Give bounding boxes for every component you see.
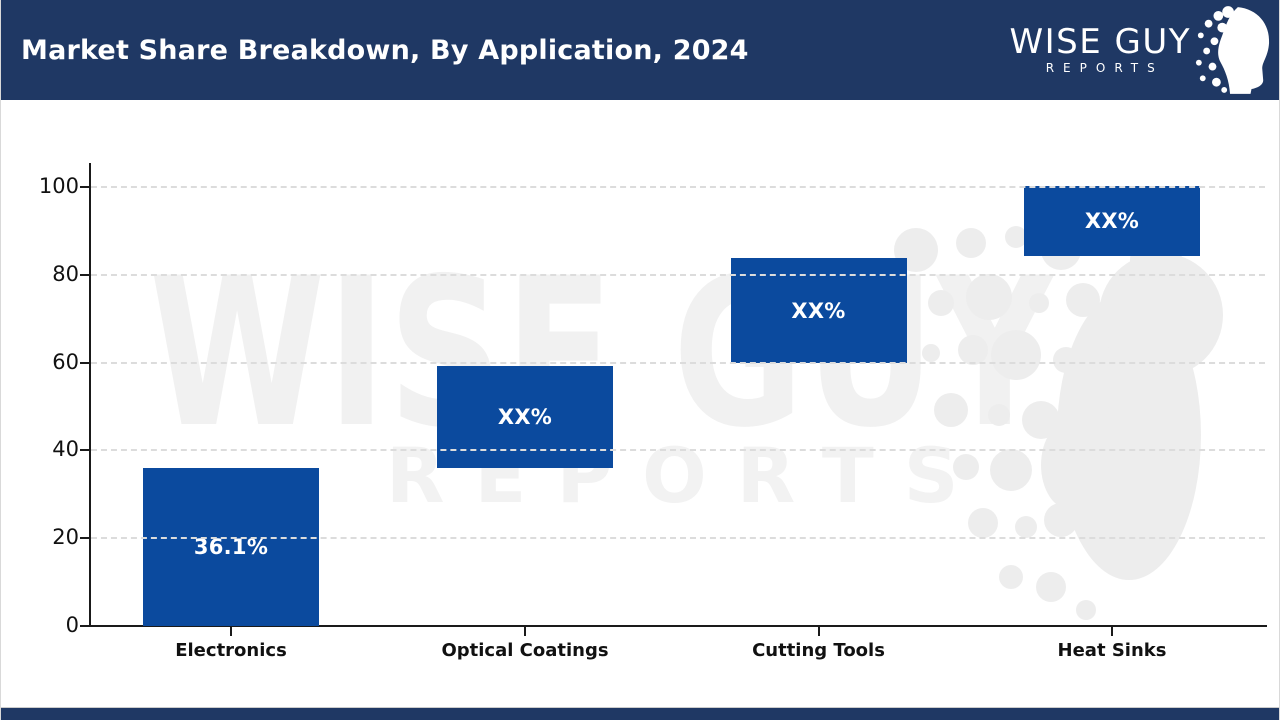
watermark-face-dots xyxy=(894,226,1223,620)
y-tick-label: 100 xyxy=(38,174,79,198)
y-tick-label: 0 xyxy=(65,613,79,637)
y-tick-label: 80 xyxy=(52,261,79,286)
y-tick-mark xyxy=(80,537,90,540)
x-axis-category-label: Electronics xyxy=(175,640,287,661)
bar-value-label: XX% xyxy=(497,404,553,429)
logo-subtext: REPORTS xyxy=(1045,61,1164,76)
y-tick-mark xyxy=(80,625,90,627)
header-bar: Market Share Breakdown, By Application, … xyxy=(1,0,1279,100)
x-axis-category-label: Heat Sinks xyxy=(1057,640,1167,661)
x-axis-category-label: Optical Coatings xyxy=(441,640,609,661)
x-tick-mark xyxy=(230,627,232,636)
gridline xyxy=(91,361,1265,364)
x-tick-mark xyxy=(1111,627,1113,636)
face-profile-icon xyxy=(1195,6,1270,94)
x-tick-mark xyxy=(524,627,526,636)
y-tick-label: 40 xyxy=(52,437,79,462)
logo-wordmark: WISE GUY xyxy=(1009,21,1191,62)
x-tick-mark xyxy=(817,627,820,636)
page-title: Market Share Breakdown, By Application, … xyxy=(21,34,749,66)
y-axis-spine xyxy=(89,163,91,627)
y-tick-mark xyxy=(80,361,90,364)
gridline xyxy=(91,537,1265,540)
bar-value-label: XX% xyxy=(1084,209,1140,234)
bar-electronics: 36.1% xyxy=(143,467,319,626)
bar-value-label: XX% xyxy=(791,298,846,323)
y-tick-mark xyxy=(80,449,90,452)
gridline xyxy=(91,449,1265,452)
y-tick-label: 60 xyxy=(52,349,79,374)
y-tick-label: 20 xyxy=(52,525,79,550)
y-tick-mark xyxy=(80,273,90,276)
gridline xyxy=(91,186,1265,188)
footer-bar xyxy=(1,707,1279,720)
brand-logo: WISE GUY REPORTS xyxy=(1009,6,1271,94)
bar-optical-coatings: XX% xyxy=(437,365,613,468)
bar-heat-sinks: XX% xyxy=(1024,186,1200,257)
x-axis-spine xyxy=(89,625,1267,627)
gridline xyxy=(91,273,1265,276)
y-tick-mark xyxy=(80,186,90,188)
x-axis-category-label: Cutting Tools xyxy=(752,640,885,661)
